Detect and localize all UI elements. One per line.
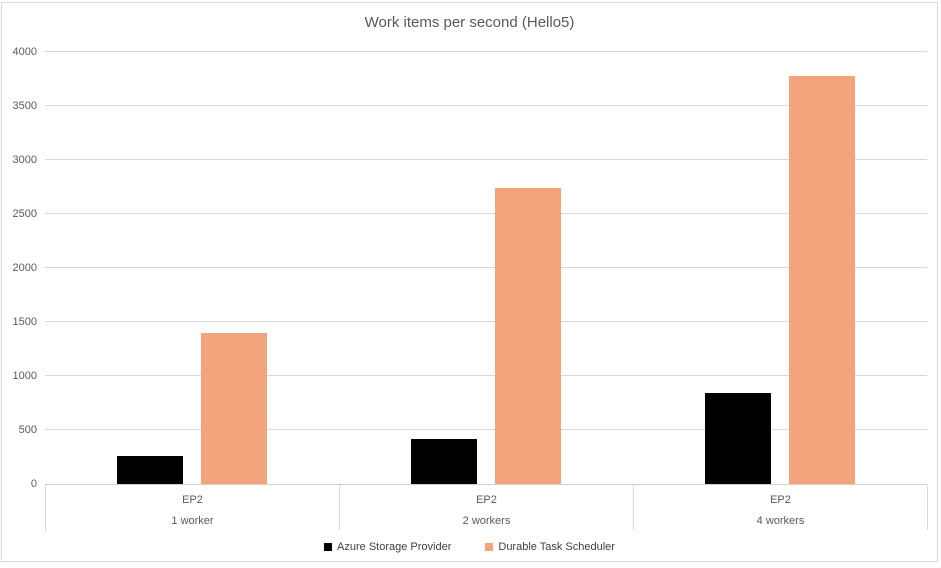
gridline-1500 xyxy=(45,321,927,322)
bar-azure-storage-provider-1-worker xyxy=(116,455,183,484)
bar-group-4-workers xyxy=(633,52,927,484)
bar-durable-task-scheduler-2-workers xyxy=(494,188,561,484)
legend-item-durable-task-scheduler: Durable Task Scheduler xyxy=(485,541,615,553)
y-axis-tick-label-500: 500 xyxy=(18,424,37,436)
category-cell-1-worker: EP2 1 worker xyxy=(46,485,340,530)
gridline-2500 xyxy=(45,213,927,214)
y-axis-tick-label-0: 0 xyxy=(30,478,37,490)
bar-azure-storage-provider-2-workers xyxy=(410,438,477,484)
category-sub-label: 1 worker xyxy=(171,515,214,527)
legend-item-azure-storage-provider: Azure Storage Provider xyxy=(324,541,451,553)
gridline-1000 xyxy=(45,375,927,376)
y-axis-tick-label-4000: 4000 xyxy=(12,46,37,58)
bar-durable-task-scheduler-4-workers xyxy=(788,75,855,484)
category-group-label: EP2 xyxy=(476,494,497,506)
bar-azure-storage-provider-4-workers xyxy=(704,393,771,484)
gridline-3500 xyxy=(45,105,927,106)
gridline-4000 xyxy=(45,51,927,52)
y-axis-tick-label-3000: 3000 xyxy=(12,154,37,166)
bar-group-1-worker xyxy=(45,52,339,484)
bar-group-2-workers xyxy=(339,52,633,484)
legend-label: Durable Task Scheduler xyxy=(498,541,615,553)
y-axis-tick-label-3500: 3500 xyxy=(12,100,37,112)
y-axis-tick-label-1000: 1000 xyxy=(12,370,37,382)
legend-swatch-icon xyxy=(324,543,333,551)
category-group-label: EP2 xyxy=(770,494,791,506)
plot-area: 0 500 1000 1500 2000 2500 3000 3500 4000 xyxy=(13,46,927,490)
gridline-3000 xyxy=(45,159,927,160)
y-axis-tick-label-2500: 2500 xyxy=(12,208,37,220)
gridline-500 xyxy=(45,429,927,430)
bar-durable-task-scheduler-1-worker xyxy=(200,332,267,484)
category-sub-label: 2 workers xyxy=(462,515,511,527)
category-cell-2-workers: EP2 2 workers xyxy=(340,485,634,530)
legend: Azure Storage Provider Durable Task Sched… xyxy=(2,541,937,553)
category-axis: EP2 1 worker EP2 2 workers EP2 4 workers xyxy=(45,485,928,530)
legend-label: Azure Storage Provider xyxy=(337,541,452,553)
category-sub-label: 4 workers xyxy=(756,515,805,527)
legend-swatch-icon xyxy=(485,543,494,551)
category-group-label: EP2 xyxy=(182,494,203,506)
y-axis-tick-label-2000: 2000 xyxy=(12,262,37,274)
chart-title: Work items per second (Hello5) xyxy=(364,14,575,31)
y-axis-tick-label-1500: 1500 xyxy=(12,316,37,328)
category-cell-4-workers: EP2 4 workers xyxy=(634,485,928,530)
gridline-2000 xyxy=(45,267,927,268)
